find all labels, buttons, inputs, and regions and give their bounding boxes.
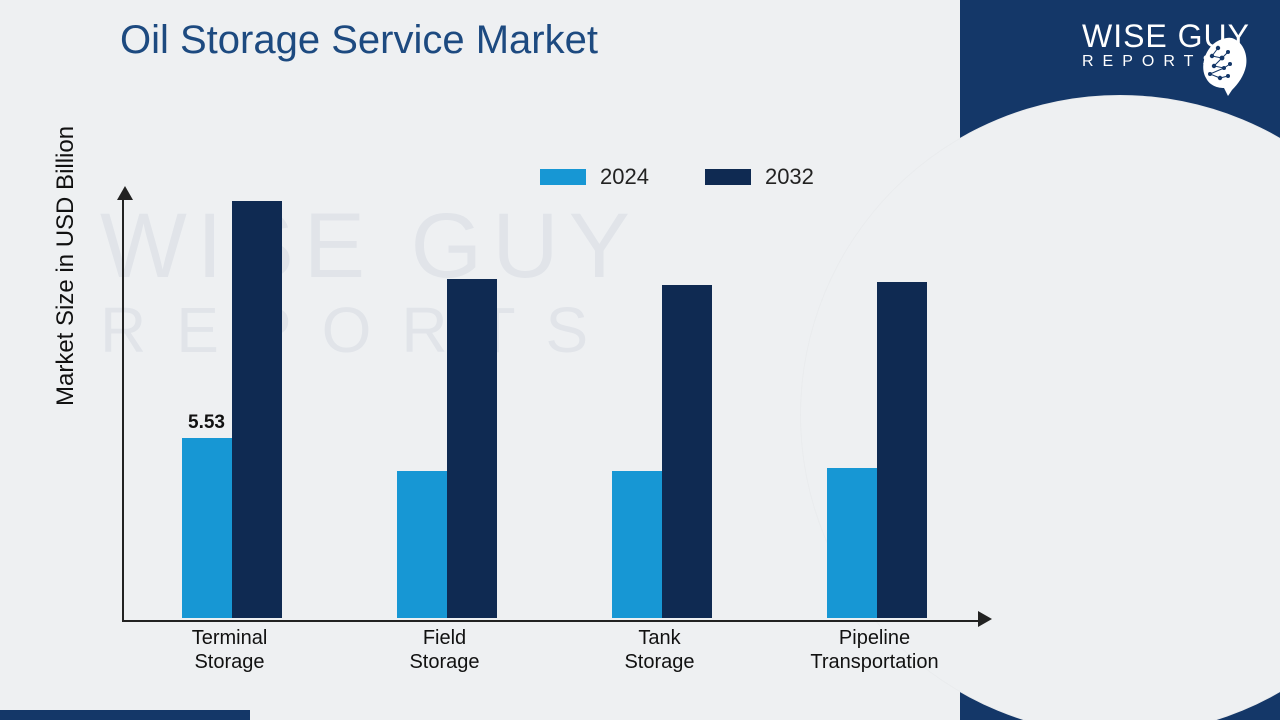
bar-value-label: 5.53 bbox=[188, 412, 225, 434]
bar-2024 bbox=[827, 468, 877, 618]
y-axis-label: Market Size in USD Billion bbox=[52, 126, 80, 406]
brand-head-icon bbox=[1188, 34, 1252, 98]
x-axis-label: TerminalStorage bbox=[140, 626, 320, 674]
legend-swatch-2024 bbox=[540, 169, 586, 185]
bar-2032 bbox=[447, 279, 497, 618]
legend-label-2032: 2032 bbox=[765, 164, 814, 190]
bar-2032 bbox=[232, 201, 282, 618]
x-axis-labels: TerminalStorage FieldStorage TankStorage Pi… bbox=[122, 626, 982, 674]
bar-group bbox=[397, 279, 497, 618]
legend-label-2024: 2024 bbox=[600, 164, 649, 190]
bar-2032 bbox=[662, 285, 712, 618]
page-root: WISE GUY REPORTS Oil Storage Service Mar… bbox=[0, 0, 1280, 720]
legend-swatch-2032 bbox=[705, 169, 751, 185]
bar-chart: 5.53 bbox=[122, 196, 982, 622]
legend: 2024 2032 bbox=[540, 164, 814, 190]
bar-group bbox=[612, 285, 712, 618]
bar-2032 bbox=[877, 282, 927, 618]
bar-group: 5.53 bbox=[182, 201, 282, 618]
bar-2024: 5.53 bbox=[182, 438, 232, 618]
plot-area: 5.53 bbox=[122, 196, 982, 622]
x-axis-label: TankStorage bbox=[570, 626, 750, 674]
x-axis-label: PipelineTransportation bbox=[785, 626, 965, 674]
x-axis-label: FieldStorage bbox=[355, 626, 535, 674]
chart-title: Oil Storage Service Market bbox=[120, 18, 598, 63]
legend-item-2032: 2032 bbox=[705, 164, 814, 190]
bar-groups: 5.53 bbox=[124, 194, 984, 618]
bar-2024 bbox=[397, 471, 447, 618]
brand-logo: WISE GUY REPORTS bbox=[1082, 18, 1250, 71]
bar-2024 bbox=[612, 471, 662, 618]
legend-item-2024: 2024 bbox=[540, 164, 649, 190]
bottom-accent-strip bbox=[0, 710, 250, 720]
bar-group bbox=[827, 282, 927, 618]
